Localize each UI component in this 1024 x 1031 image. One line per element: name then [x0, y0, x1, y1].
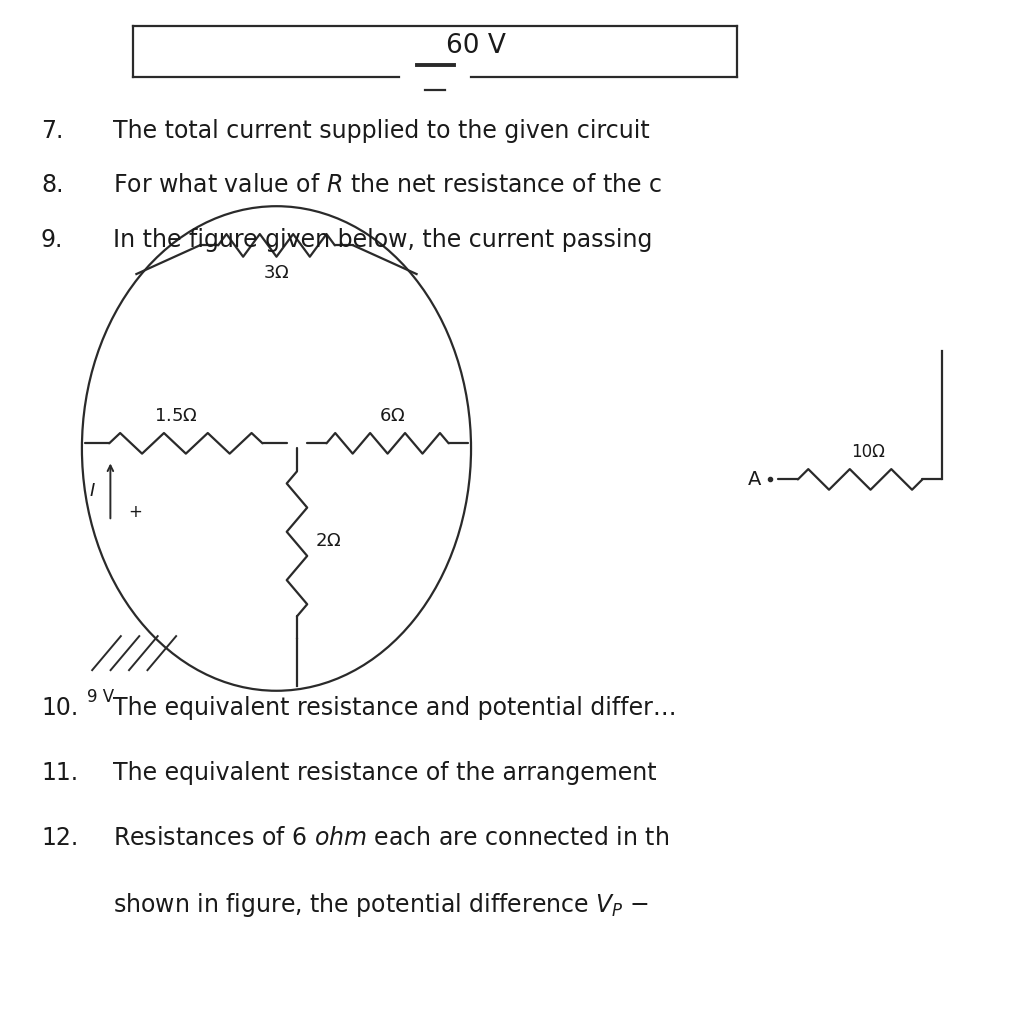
Text: 6$\Omega$: 6$\Omega$: [380, 407, 406, 425]
Text: A: A: [748, 470, 761, 489]
Text: 9.: 9.: [41, 228, 63, 252]
Text: 60 V: 60 V: [446, 33, 506, 60]
Text: The equivalent resistance and potential differ…: The equivalent resistance and potential …: [113, 696, 676, 720]
Text: 8.: 8.: [41, 173, 63, 197]
Text: 9 V: 9 V: [87, 688, 114, 705]
Text: 7.: 7.: [41, 119, 63, 142]
Text: 10Ω: 10Ω: [851, 443, 885, 461]
Text: Resistances of 6 $ohm$ each are connected in th: Resistances of 6 $ohm$ each are connecte…: [113, 826, 669, 850]
Text: 11.: 11.: [41, 761, 78, 785]
Text: The total current supplied to the given circuit: The total current supplied to the given …: [113, 119, 649, 142]
Text: shown in figure, the potential difference $V_P$ −: shown in figure, the potential differenc…: [113, 891, 649, 919]
Text: 3$\Omega$: 3$\Omega$: [263, 264, 290, 281]
Text: For what value of $R$ the net resistance of the c: For what value of $R$ the net resistance…: [113, 173, 662, 197]
Text: +: +: [128, 502, 141, 521]
Text: 10.: 10.: [41, 696, 78, 720]
Text: 2$\Omega$: 2$\Omega$: [315, 532, 342, 551]
Text: The equivalent resistance of the arrangement: The equivalent resistance of the arrange…: [113, 761, 656, 785]
Text: I: I: [89, 481, 94, 500]
Text: In the figure given below, the current passing: In the figure given below, the current p…: [113, 228, 652, 252]
Text: 12.: 12.: [41, 826, 78, 850]
Text: 1.5$\Omega$: 1.5$\Omega$: [154, 407, 198, 425]
